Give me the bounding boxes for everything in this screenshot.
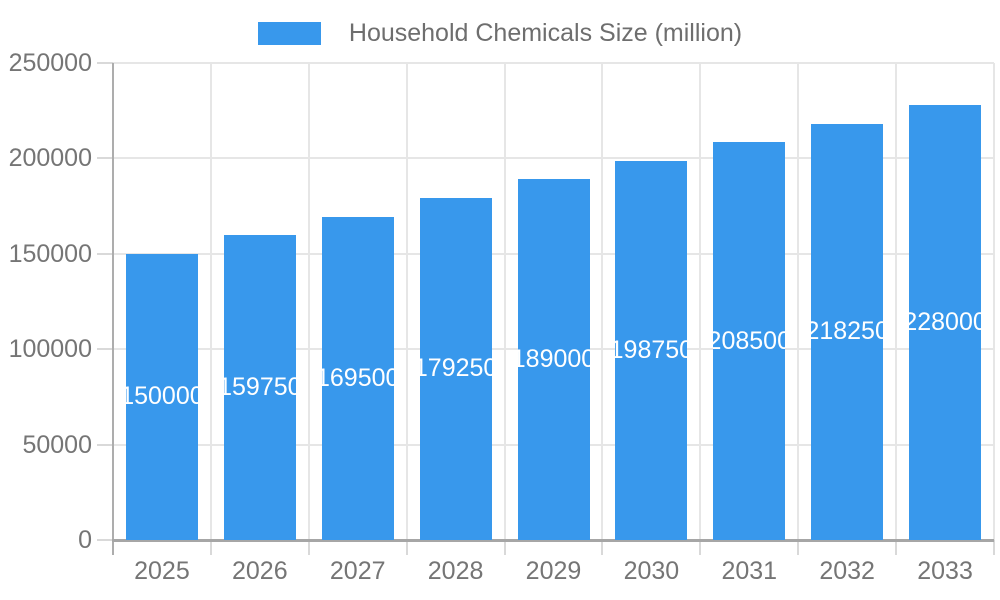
y-axis-tick xyxy=(97,348,113,351)
gridline-vertical xyxy=(797,63,800,540)
gridline-vertical xyxy=(699,63,702,540)
x-axis-tick xyxy=(601,540,604,555)
x-axis-tick xyxy=(307,540,310,555)
bar-value-label: 159750 xyxy=(223,373,296,402)
y-axis-tick xyxy=(97,443,113,446)
gridline-vertical xyxy=(503,63,506,540)
bar-value-label: 189000 xyxy=(517,345,590,374)
x-axis-tick-label: 2032 xyxy=(819,557,875,585)
bar: 169500 xyxy=(321,216,394,540)
legend-swatch xyxy=(257,21,321,45)
bar-value-label: 150000 xyxy=(125,382,198,411)
x-axis-tick xyxy=(209,540,212,555)
gridline-horizontal xyxy=(113,157,994,160)
x-axis-tick xyxy=(993,540,995,555)
bar: 189000 xyxy=(517,179,590,540)
x-axis-tick xyxy=(895,540,898,555)
bar: 150000 xyxy=(125,253,198,540)
y-axis-tick-label: 200000 xyxy=(8,144,92,173)
gridline-vertical xyxy=(307,63,310,540)
y-axis-tick xyxy=(97,252,113,255)
x-axis-tick xyxy=(503,540,506,555)
x-axis-tick-label: 2028 xyxy=(427,557,484,585)
x-axis-tick-label: 2027 xyxy=(329,557,386,585)
y-axis-tick xyxy=(97,62,113,64)
bar: 228000 xyxy=(909,104,982,540)
y-axis-tick-label: 250000 xyxy=(8,49,92,77)
bar: 198750 xyxy=(615,160,688,540)
bar-value-label: 228000 xyxy=(909,307,982,336)
gridline-vertical xyxy=(209,63,212,540)
gridline-vertical xyxy=(993,63,995,540)
bar-value-label: 208500 xyxy=(713,326,786,355)
x-axis-tick xyxy=(797,540,800,555)
y-axis-tick-label: 150000 xyxy=(8,239,92,268)
x-axis-tick-label: 2030 xyxy=(623,557,680,585)
bar: 179250 xyxy=(419,197,492,540)
y-axis-tick-label: 50000 xyxy=(22,430,92,459)
y-axis-tick-label: 100000 xyxy=(8,335,92,364)
x-axis-line xyxy=(112,539,994,542)
gridline-vertical xyxy=(405,63,408,540)
x-axis-tick-label: 2025 xyxy=(134,557,190,585)
legend: Household Chemicals Size (million) xyxy=(0,18,1000,48)
x-axis-tick-label: 2026 xyxy=(232,557,288,585)
bar-value-label: 198750 xyxy=(615,335,688,364)
bar: 218250 xyxy=(811,123,884,540)
bar: 208500 xyxy=(713,142,786,540)
y-axis-tick xyxy=(97,539,113,541)
gridline-vertical xyxy=(601,63,604,540)
bar: 159750 xyxy=(223,235,296,540)
x-axis-tick xyxy=(112,540,114,555)
bar-value-label: 169500 xyxy=(321,363,394,392)
y-axis-line xyxy=(112,63,114,540)
y-axis-tick xyxy=(97,157,113,160)
bar-value-label: 179250 xyxy=(419,354,492,383)
legend-label: Household Chemicals Size (million) xyxy=(348,18,743,47)
x-axis-tick-label: 2029 xyxy=(525,557,582,585)
x-axis-tick-label: 2033 xyxy=(917,557,973,585)
x-axis-tick xyxy=(699,540,702,555)
bar-value-label: 218250 xyxy=(811,317,884,346)
x-axis-tick xyxy=(405,540,408,555)
gridline-horizontal xyxy=(113,62,994,64)
y-axis-tick-label: 0 xyxy=(78,526,92,554)
x-axis-tick-label: 2031 xyxy=(721,557,778,585)
gridline-vertical xyxy=(895,63,898,540)
